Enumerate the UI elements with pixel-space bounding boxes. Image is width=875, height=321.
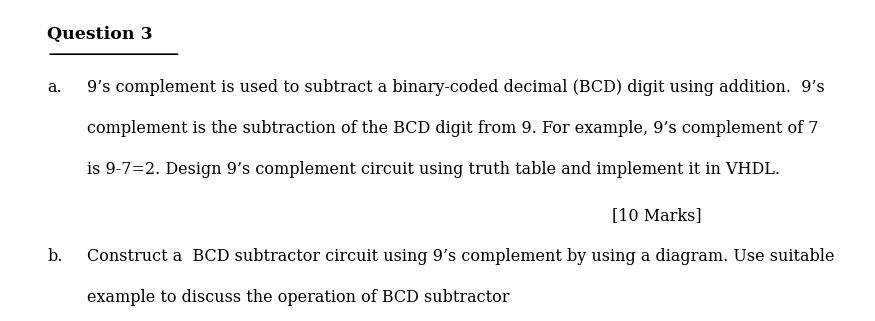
Text: 9’s complement is used to subtract a binary-coded decimal (BCD) digit using addi: 9’s complement is used to subtract a bin…: [87, 79, 824, 96]
Text: a.: a.: [47, 79, 62, 96]
Text: b.: b.: [47, 248, 63, 265]
Text: Question 3: Question 3: [47, 26, 153, 43]
Text: complement is the subtraction of the BCD digit from 9. For example, 9’s compleme: complement is the subtraction of the BCD…: [87, 120, 818, 137]
Text: is 9-7=2. Design 9’s complement circuit using truth table and implement it in VH: is 9-7=2. Design 9’s complement circuit …: [87, 160, 780, 178]
Text: Construct a  BCD subtractor circuit using 9’s complement by using a diagram. Use: Construct a BCD subtractor circuit using…: [87, 248, 835, 265]
Text: example to discuss the operation of BCD subtractor: example to discuss the operation of BCD …: [87, 289, 509, 306]
Text: [10 Marks]: [10 Marks]: [612, 207, 702, 224]
